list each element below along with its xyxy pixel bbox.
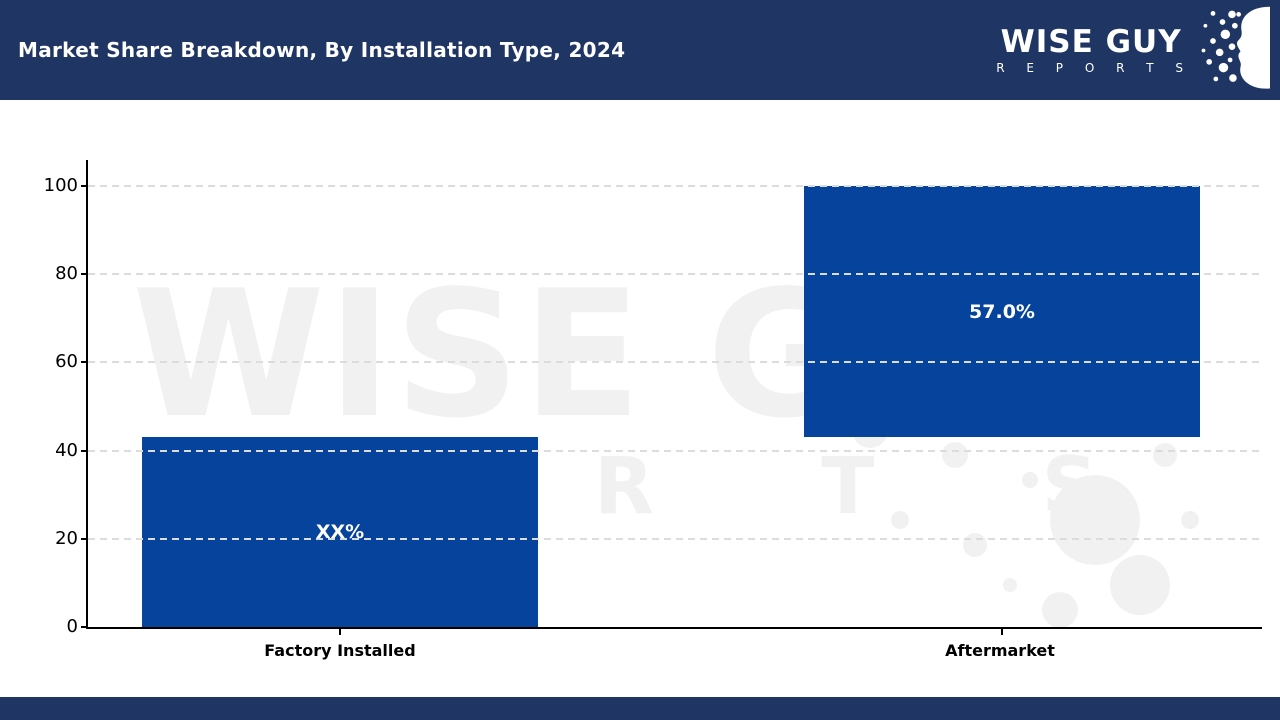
bar-factory-installed bbox=[142, 437, 538, 627]
watermark-dot bbox=[1042, 592, 1078, 628]
x-tick-mark-0 bbox=[339, 628, 341, 635]
footer-bar bbox=[0, 697, 1280, 720]
watermark-dot bbox=[891, 511, 909, 529]
y-tick-label-80: 80 bbox=[55, 263, 78, 285]
y-tick-label-60: 60 bbox=[55, 351, 78, 373]
gridline-100 bbox=[88, 185, 1262, 187]
bar-aftermarket bbox=[804, 186, 1200, 438]
y-tick-mark-20 bbox=[81, 537, 88, 540]
y-tick-mark-60 bbox=[81, 361, 88, 364]
y-tick-label-100: 100 bbox=[43, 175, 78, 196]
watermark-dot bbox=[1050, 475, 1140, 565]
y-tick-label-40: 40 bbox=[55, 439, 78, 461]
plot-area: WISE GUY R T S Factory Installed Afterma… bbox=[0, 100, 1280, 697]
gridline-80 bbox=[88, 273, 1262, 276]
watermark-dot bbox=[1153, 443, 1177, 467]
header-bar: Market Share Breakdown, By Installation … bbox=[0, 0, 1280, 100]
dotted-face-icon bbox=[1201, 6, 1270, 89]
y-tick-mark-80 bbox=[81, 273, 88, 276]
chart-title: Market Share Breakdown, By Installation … bbox=[18, 38, 626, 62]
x-label-factory-installed: Factory Installed bbox=[264, 641, 416, 660]
y-axis-spine bbox=[86, 160, 88, 629]
watermark-dot bbox=[942, 442, 968, 468]
y-tick-label-20: 20 bbox=[55, 527, 78, 549]
chart-area: WISE GUY R T S Factory Installed Afterma… bbox=[0, 100, 1280, 697]
gridline-20 bbox=[88, 537, 1262, 540]
y-tick-mark-100 bbox=[81, 185, 88, 187]
watermark-dot bbox=[963, 533, 987, 557]
watermark-dot bbox=[1022, 472, 1038, 488]
y-tick-mark-0 bbox=[81, 626, 88, 628]
watermark-dot bbox=[1110, 555, 1170, 615]
bar-value-label: XX% bbox=[315, 521, 365, 544]
wise-guy-reports-logo: WISE GUY R E P O R T S bbox=[990, 0, 1280, 100]
gridline-60 bbox=[88, 361, 1262, 364]
x-tick-mark-1 bbox=[1001, 628, 1003, 635]
logo-text: WISE GUY R E P O R T S bbox=[990, 25, 1192, 75]
y-tick-label-0: 0 bbox=[66, 616, 78, 637]
watermark-dot bbox=[1003, 578, 1017, 592]
watermark-reports-text: R T S bbox=[594, 442, 1168, 532]
bar-value-label: 57.0% bbox=[969, 300, 1035, 323]
x-label-aftermarket: Aftermarket bbox=[945, 641, 1055, 660]
logo-brand-name: WISE GUY bbox=[1000, 24, 1182, 60]
x-axis-spine bbox=[86, 627, 1262, 629]
logo-brand-subtitle: R E P O R T S bbox=[996, 61, 1192, 75]
gridline-40 bbox=[88, 449, 1262, 452]
y-tick-mark-40 bbox=[81, 449, 88, 452]
watermark-dot bbox=[1181, 511, 1199, 529]
